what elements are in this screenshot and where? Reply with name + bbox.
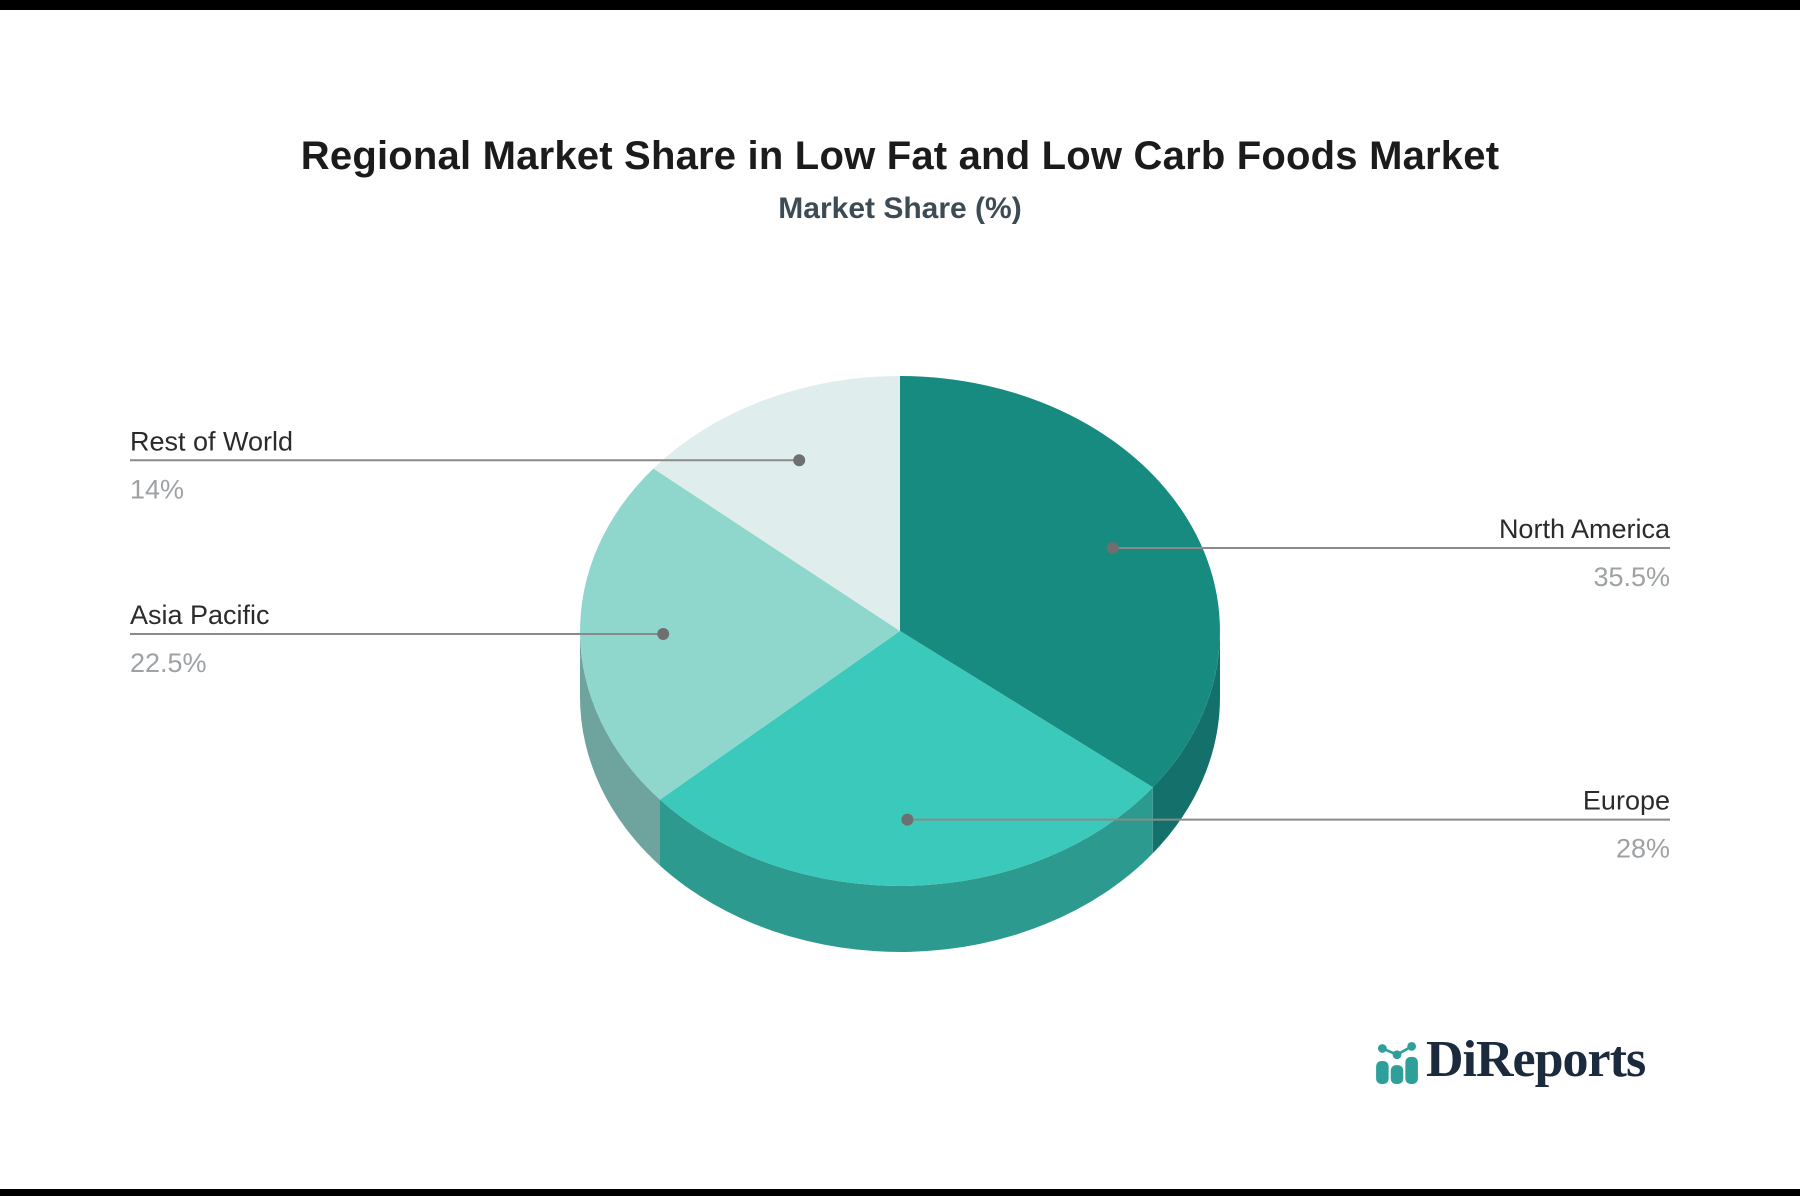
bar-chart-logo-icon bbox=[1376, 1041, 1418, 1084]
logo-dot-2 bbox=[1392, 1050, 1402, 1059]
slice-label-asia-pacific: Asia Pacific bbox=[130, 600, 270, 630]
top-frame-bar bbox=[0, 0, 1800, 10]
slice-value-north-america: 35.5% bbox=[1593, 562, 1670, 592]
slice-label-europe: Europe bbox=[1583, 786, 1670, 816]
leader-dot-europe bbox=[901, 813, 914, 826]
pie-slice-europe[interactable] bbox=[660, 631, 1153, 886]
logo-bar-2 bbox=[1390, 1065, 1404, 1084]
leader-dot-north-america bbox=[1106, 542, 1119, 554]
slice-label-north-america: North America bbox=[1499, 514, 1671, 544]
bottom-frame-bar bbox=[0, 1189, 1800, 1196]
pie-slice-north-america[interactable] bbox=[900, 376, 1220, 788]
pie-sides-group bbox=[580, 631, 1220, 952]
slice-value-rest-of-world: 14% bbox=[130, 474, 184, 504]
pie-slice-side-north-america bbox=[1152, 631, 1220, 854]
logo: DiReports bbox=[1374, 1031, 1646, 1088]
logo-dot-1 bbox=[1377, 1043, 1387, 1053]
pie-slice-side-europe bbox=[660, 787, 1153, 952]
logo-dot-3 bbox=[1407, 1041, 1417, 1051]
chart-title: Regional Market Share in Low Fat and Low… bbox=[300, 134, 1500, 178]
leader-dot-asia-pacific bbox=[657, 628, 670, 640]
logo-text: DiReports bbox=[1426, 1031, 1646, 1088]
pie-slice-rest-of-world[interactable] bbox=[653, 376, 900, 631]
slice-value-europe: 28% bbox=[1616, 834, 1670, 864]
leader-dot-rest-of-world bbox=[793, 454, 806, 467]
logo-bar-1 bbox=[1376, 1060, 1389, 1084]
pie-slice-asia-pacific[interactable] bbox=[580, 468, 900, 800]
slice-value-asia-pacific: 22.5% bbox=[130, 648, 207, 678]
pie-slice-side-asia-pacific bbox=[580, 631, 660, 866]
pie-tops-group bbox=[580, 376, 1220, 886]
pie-labels-group: North America 35.5% Europe 28% Asia Pacific 2… bbox=[130, 426, 1671, 864]
chart-subtitle: Market Share (%) bbox=[778, 192, 1022, 225]
logo-bar-3 bbox=[1405, 1056, 1418, 1084]
slice-label-rest-of-world: Rest of World bbox=[130, 426, 293, 456]
